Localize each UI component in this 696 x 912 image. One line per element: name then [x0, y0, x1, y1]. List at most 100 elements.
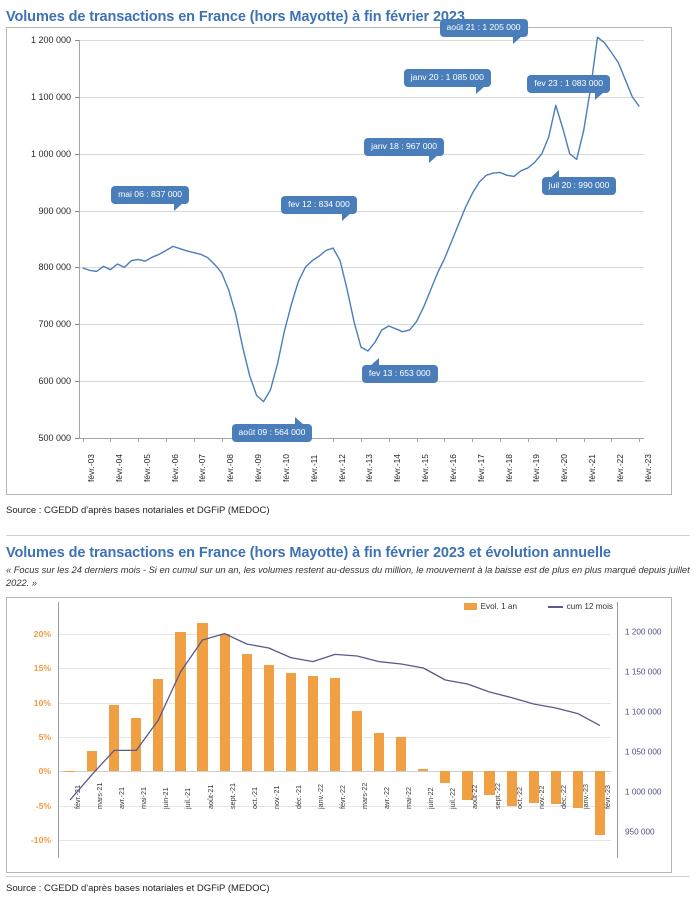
chart1-x-tick — [500, 438, 502, 442]
chart1-x-tick — [138, 438, 140, 442]
chart1-gridline — [79, 267, 644, 269]
chart2-bar — [219, 633, 230, 772]
chart2-y-right-tick-label: 1 150 000 — [625, 667, 662, 677]
callout-tail-icon — [595, 91, 605, 100]
chart1-container: 500 000 600 000 700 000 800 000 900 000 1 000… — [6, 19, 672, 495]
chart1-y-tick — [75, 324, 79, 326]
chart1-annotation-callout: mai 06 : 837 000 — [111, 186, 190, 212]
chart1-y-tick-label: 1 200 000 — [30, 35, 71, 45]
chart2-series-line — [69, 632, 601, 801]
chart2-bar — [197, 622, 208, 772]
callout-tail-icon — [174, 203, 184, 212]
chart2-y-left-tick-label: 0% — [38, 766, 51, 777]
chart1-plot-area: 500 000 600 000 700 000 800 000 900 000 1 000… — [31, 19, 653, 482]
chart2-legend: Evol. 1 an cum 12 mois — [463, 602, 613, 611]
chart2-y-axis — [58, 602, 59, 858]
chart2-y-right-tick-label: 950 000 — [625, 827, 655, 837]
chart1-annotation-callout: juil 20 : 990 000 — [541, 170, 617, 196]
chart1-x-tick — [360, 438, 362, 442]
chart1-y-tick — [75, 96, 79, 98]
chart1-annotation-callout: août 21 : 1 205 000 — [439, 19, 528, 45]
chart1-y-tick-label: 1 000 000 — [30, 148, 71, 159]
chart2-y-left-tick-label: 20% — [33, 628, 51, 639]
chart1-x-tick-label: févr.-04 — [113, 454, 124, 482]
chart2-title: Volumes de transactions en France (hors … — [6, 545, 611, 561]
chart1-x-tick — [416, 438, 418, 442]
chart1-gridline — [79, 40, 644, 41]
chart1-y-tick — [75, 438, 79, 439]
chart2-bar — [175, 631, 186, 772]
chart2-bar — [153, 679, 164, 772]
chart1-x-tick — [388, 438, 390, 442]
legend-bars-item: Evol. 1 an — [463, 602, 518, 611]
legend-bars-label: Evol. 1 an — [480, 602, 518, 611]
chart1-x-tick-label: févr.-09 — [253, 454, 264, 482]
chart1-x-tick-label: févr.-13 — [364, 454, 375, 482]
chart2-gridline — [59, 633, 611, 635]
chart2-bar — [462, 771, 473, 801]
chart2-y-right-tick-label: 1 100 000 — [625, 707, 662, 717]
chart2-source: Source : CGEDD d'après bases notariales … — [6, 883, 270, 894]
chart1-x-tick — [444, 438, 446, 442]
chart2-bar — [418, 769, 429, 772]
chart2-gridline — [59, 771, 611, 773]
chart1-x-tick-label: févr.-17 — [475, 454, 486, 482]
chart1-y-tick-label: 1 100 000 — [30, 91, 71, 102]
chart2-bar — [374, 732, 385, 772]
chart2-y-axis-right — [617, 602, 618, 858]
chart1-x-tick-label: févr.-19 — [531, 454, 542, 482]
chart1-y-tick — [75, 381, 79, 383]
chart1-y-tick-label: 700 000 — [38, 319, 71, 330]
chart1-x-tick — [166, 438, 168, 442]
chart1-series-line — [82, 36, 640, 403]
divider-bottom — [6, 876, 690, 877]
chart1-x-tick-label: févr.-12 — [336, 454, 347, 482]
chart2-bar — [241, 654, 252, 772]
chart1-annotation-callout: janv 18 : 967 000 — [364, 138, 445, 164]
chart1-x-tick — [611, 438, 613, 442]
chart2-y-left-tick-label: -10% — [30, 835, 51, 845]
chart1-y-tick — [75, 40, 79, 41]
chart1-gridline — [79, 210, 644, 212]
chart2-y-left-tick-label: 5% — [38, 731, 51, 742]
chart2-bar — [285, 672, 296, 772]
chart2-y-left-tick-label: 15% — [33, 663, 51, 674]
chart2-bar — [263, 665, 274, 772]
chart2-bar — [528, 771, 539, 803]
chart1-x-tick-label: févr.-18 — [503, 454, 514, 482]
callout-tail-icon — [549, 170, 559, 179]
chart1-x-tick-label: févr.-23 — [642, 454, 653, 482]
chart1-x-tick — [193, 438, 195, 442]
chart1-annotation-callout: août 09 : 564 000 — [231, 416, 313, 442]
chart2-container: Evol. 1 an cum 12 mois -10% -5% 0% 5% 10% 15%… — [6, 597, 672, 873]
chart1-y-tick — [75, 267, 79, 269]
chart2-plot-area: -10% -5% 0% 5% 10% 15% 20% 950 000 1 000 000 1 05… — [31, 602, 661, 858]
callout-tail-icon — [295, 416, 305, 425]
chart2-gridline — [59, 805, 611, 807]
chart2-bar — [109, 705, 120, 772]
chart1-x-tick-label: févr.-07 — [197, 454, 208, 482]
chart2-y-left-tick-label: -5% — [35, 800, 51, 811]
chart2-gridline — [59, 668, 611, 670]
chart2-bar — [87, 750, 98, 772]
divider-top — [6, 535, 690, 536]
chart1-y-tick-label: 900 000 — [38, 205, 71, 216]
callout-tail-icon — [475, 86, 485, 95]
callout-tail-icon — [369, 358, 379, 366]
chart2-bar — [572, 771, 583, 809]
chart2-bar — [64, 771, 76, 773]
chart2-bar — [440, 771, 451, 783]
chart1-annotation-callout: fev 13 : 653 000 — [361, 358, 438, 383]
chart1-x-tick-label: févr.-11 — [308, 454, 319, 482]
chart2-gridline — [59, 840, 611, 841]
chart1-x-tick — [555, 438, 557, 442]
chart1-x-tick — [583, 438, 585, 442]
chart1-annotation-callout: fev 23 : 1 083 000 — [527, 74, 611, 100]
chart1-title: Volumes de transactions en France (hors … — [6, 9, 465, 25]
chart1-gridline — [79, 324, 644, 326]
chart2-bar — [484, 771, 495, 795]
chart1-y-tick — [75, 210, 79, 212]
chart1-x-tick — [110, 438, 112, 442]
chart1-x-tick — [221, 438, 223, 442]
